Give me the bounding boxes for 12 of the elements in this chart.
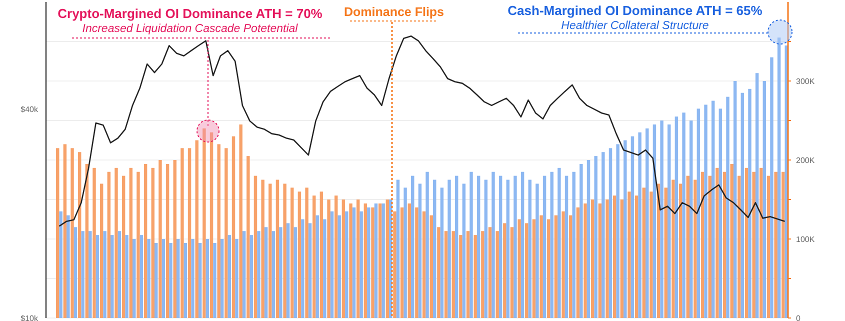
y2-tick-label: 300K — [796, 76, 816, 86]
annotation: Dominance Flips — [344, 5, 444, 19]
y2-tick-label: 100K — [796, 234, 816, 244]
y2-tick-label: 200K — [796, 156, 816, 165]
annotation: Healthier Collateral Structure — [561, 20, 709, 32]
y-tick-label: $40k — [20, 105, 39, 114]
annotation: Increased Liquidation Cascade Potetential — [82, 23, 298, 35]
annotation: Crypto-Margined OI Dominance ATH = 70% — [58, 6, 323, 21]
y2-tick-label: 0 — [796, 314, 801, 321]
annotation: Cash-Margined OI Dominance ATH = 65% — [508, 3, 763, 18]
line-series — [58, 35, 786, 227]
y-tick-label: $10k — [20, 314, 39, 321]
